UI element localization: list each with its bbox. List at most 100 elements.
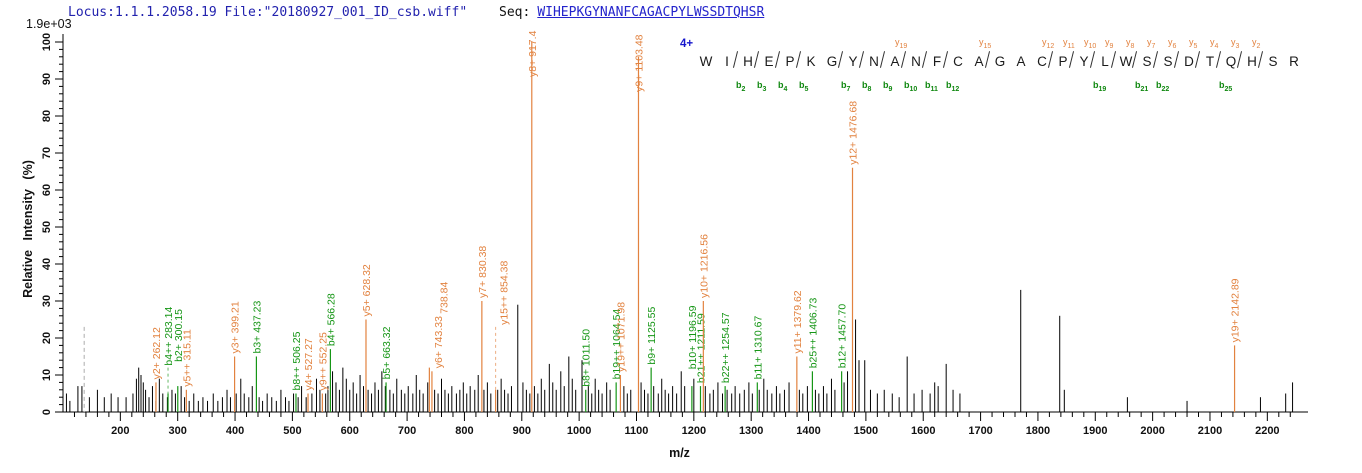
y-tick-label: 70 <box>41 147 53 159</box>
x-tick-label: 1700 <box>968 425 992 437</box>
residue-letter: S <box>1163 54 1173 69</box>
peak-label: y19+ 2142.89 <box>1230 278 1242 342</box>
b-ion-marker: b22 <box>1156 80 1170 93</box>
b-ion-marker: b10 <box>904 80 918 93</box>
b-ion-marker: b9 <box>883 80 893 93</box>
peak-label: y5+ 628.32 <box>361 264 373 316</box>
y-ion-marker: y4 <box>1210 37 1219 50</box>
peak-label: y9++ 552.25 <box>317 332 329 391</box>
b-ion-marker: b8 <box>862 80 872 93</box>
peak-label: b9+ 1125.55 <box>646 307 658 365</box>
residue-letter: N <box>911 54 921 69</box>
y-ion-marker: y19 <box>895 37 908 50</box>
residue-letter: W <box>699 54 713 69</box>
residue-letter: Y <box>1079 54 1089 69</box>
residue-letter: A <box>890 54 900 69</box>
sequence-header: Seq: WIHEPKGYNANFCAGACPYLWSSDTQHSR <box>499 5 764 20</box>
residue-letter: E <box>764 54 774 69</box>
y-tick-label: 10 <box>41 369 53 381</box>
residue-letter: P <box>1058 54 1068 69</box>
y-ion-marker: y9 <box>1105 37 1114 50</box>
peak-label: b11+ 1310.67 <box>752 315 764 379</box>
x-tick-label: 700 <box>398 425 416 437</box>
b-ion-marker: b3 <box>757 80 767 93</box>
x-tick-label: 800 <box>455 425 473 437</box>
residue-letter: R <box>1289 54 1299 69</box>
peak-label: b5+ 663.32 <box>381 326 393 379</box>
seq-label: Seq: <box>499 5 531 20</box>
residue-letter: D <box>1184 54 1194 69</box>
x-tick-label: 300 <box>169 425 187 437</box>
y-ion-marker: y11 <box>1063 37 1075 50</box>
residue-letter: W <box>1119 54 1133 69</box>
sequence-link[interactable]: WIHEPKGYNANFCAGACPYLWSSDTQHSR <box>537 5 765 20</box>
y-ion-marker: y7 <box>1147 37 1156 50</box>
residue-letter: F <box>932 54 942 69</box>
b-ion-marker: b7 <box>841 80 851 93</box>
y-tick-label: 40 <box>41 258 53 270</box>
x-tick-label: 2200 <box>1255 425 1279 437</box>
y-tick-label: 100 <box>41 33 53 51</box>
residue-letter: P <box>785 54 795 69</box>
y-ion-marker: y6 <box>1168 37 1177 50</box>
x-tick-label: 1200 <box>682 425 706 437</box>
b-ion-marker: b19 <box>1093 80 1107 93</box>
peak-label: y6+ 743.33 <box>433 316 445 368</box>
residue-letter: A <box>974 54 984 69</box>
y-ion-marker: y5 <box>1189 37 1198 50</box>
y-axis-max-intensity-label: 1.9e+03 <box>26 17 72 31</box>
residue-letter: H <box>1247 54 1257 69</box>
y-tick-label: 60 <box>41 184 53 196</box>
x-tick-label: 1900 <box>1083 425 1107 437</box>
peak-label: y11+ 1379.62 <box>792 290 804 353</box>
y-tick-label: 50 <box>41 221 53 233</box>
b-ion-marker: b5 <box>799 80 809 93</box>
peak-label: b3+ 437.23 <box>251 300 263 353</box>
residue-letter: Y <box>848 54 858 69</box>
residue-letter: C <box>953 54 963 69</box>
x-tick-label: 900 <box>513 425 531 437</box>
residue-letter: I <box>725 54 729 69</box>
precursor-charge-label: 4+ <box>680 38 694 50</box>
peak-label: b25++ 1406.73 <box>807 297 819 368</box>
y-ion-marker: y15 <box>979 37 992 50</box>
residue-letter: G <box>994 54 1006 69</box>
peak-label: y5++ 315.11 <box>181 329 193 387</box>
peak-label: b12+ 1457.70 <box>837 304 849 369</box>
peak-label: b2+ 300.15 <box>173 309 185 362</box>
y-ion-marker: y2 <box>1252 37 1261 50</box>
x-tick-label: 1800 <box>1026 425 1050 437</box>
b-ion-marker: b2 <box>736 80 746 93</box>
peak-label: b8+ 1011.50 <box>581 329 593 387</box>
peak-label: b22++ 1254.57 <box>720 312 732 383</box>
peak-label: b8++ 506.25 <box>291 331 303 390</box>
y-ion-marker: y10 <box>1084 37 1097 50</box>
peak-label: y7+ 830.38 <box>477 246 489 298</box>
b-ion-marker: b21 <box>1135 80 1149 93</box>
y-ion-marker: y3 <box>1231 37 1240 50</box>
x-tick-label: 2100 <box>1198 425 1222 437</box>
y-tick-label: 30 <box>41 295 53 307</box>
residue-letter: K <box>806 54 816 69</box>
peak-label: y15++ 854.38 <box>499 261 511 325</box>
x-tick-label: 1000 <box>567 425 591 437</box>
x-axis-title: m/z <box>669 446 690 460</box>
y-ion-marker: y12 <box>1042 37 1055 50</box>
residue-letter: N <box>869 54 879 69</box>
residue-letter: C <box>1037 54 1047 69</box>
residue-letter: S <box>1268 54 1278 69</box>
x-tick-label: 200 <box>111 425 129 437</box>
peak-label: y19++ 1071.98 <box>615 302 627 372</box>
peak-label: b4++ 283.14 <box>163 306 175 365</box>
x-tick-label: 400 <box>226 425 244 437</box>
x-tick-label: 1600 <box>911 425 935 437</box>
b-ion-marker: b12 <box>946 80 960 93</box>
b-ion-marker: b11 <box>925 80 938 93</box>
y-tick-label: 20 <box>41 332 53 344</box>
peak-label: y8+ 917.4 <box>527 30 539 77</box>
residue-letter: G <box>826 54 838 69</box>
peak-label: y9+ 1103.48 <box>633 34 645 91</box>
